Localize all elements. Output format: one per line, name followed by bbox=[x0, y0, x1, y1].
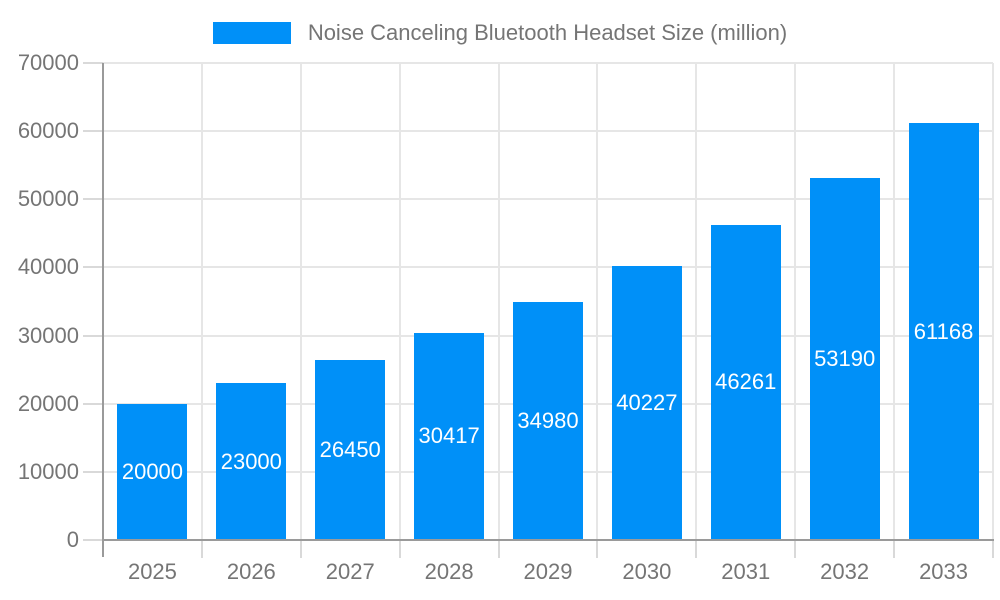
y-axis-tick bbox=[83, 334, 103, 337]
x-axis-line bbox=[102, 539, 994, 541]
y-axis-tick-labels: 0 10000 20000 30000 40000 50000 60000 70000 bbox=[0, 52, 79, 551]
bar-slot: 46261 bbox=[696, 63, 795, 540]
x-axis-tick-label: 2031 bbox=[721, 559, 771, 584]
bar-value-label: 46261 bbox=[715, 369, 777, 395]
bar-value-label: 26450 bbox=[319, 436, 381, 462]
x-axis-tick bbox=[299, 540, 302, 558]
plot-area: 20000 23000 26450 30417 34980 40227 46261 53190… bbox=[83, 62, 994, 558]
bar[interactable]: 23000 bbox=[216, 383, 287, 540]
y-axis-tick-label: 70000 bbox=[17, 50, 79, 75]
bar[interactable]: 30417 bbox=[414, 332, 485, 540]
bar-slot: 26450 bbox=[301, 63, 400, 540]
y-axis-tick-label: 40000 bbox=[17, 254, 79, 280]
gridline-vertical bbox=[794, 63, 797, 540]
y-axis-line bbox=[102, 63, 104, 557]
y-axis-tick-label: 30000 bbox=[17, 322, 79, 348]
y-axis-tick-label: 60000 bbox=[17, 118, 79, 144]
legend-label: Noise Canceling Bluetooth Headset Size (… bbox=[307, 20, 788, 45]
bar-slot: 53190 bbox=[795, 63, 894, 540]
x-axis-tick-label: 2030 bbox=[622, 559, 672, 584]
bar-slot: 20000 bbox=[103, 63, 202, 540]
gridline-vertical bbox=[200, 63, 203, 540]
x-axis-tick bbox=[893, 540, 896, 558]
gridline-vertical bbox=[893, 63, 896, 540]
x-axis-tick bbox=[695, 540, 698, 558]
x-axis-tick-label: 2029 bbox=[523, 559, 573, 584]
bar[interactable]: 53190 bbox=[809, 177, 880, 540]
gridline-horizontal bbox=[103, 62, 993, 64]
bar-value-label: 20000 bbox=[121, 458, 184, 484]
gridline-vertical bbox=[992, 63, 994, 540]
bar-value-label: 40227 bbox=[616, 389, 678, 415]
bar-value-label: 61168 bbox=[913, 318, 974, 344]
bar-slot: 23000 bbox=[202, 63, 301, 540]
bar[interactable]: 61168 bbox=[908, 123, 979, 540]
y-axis-tick bbox=[83, 539, 103, 541]
y-axis-tick bbox=[83, 402, 103, 405]
x-axis-tick-label: 2032 bbox=[820, 559, 870, 584]
gridline-vertical bbox=[695, 63, 698, 540]
x-axis-tick-label: 2027 bbox=[325, 559, 375, 584]
x-axis-tick bbox=[398, 540, 401, 558]
bar-slot: 34980 bbox=[499, 63, 598, 540]
y-axis-tick-label: 0 bbox=[66, 527, 79, 552]
x-axis-tick bbox=[200, 540, 203, 558]
gridline-vertical bbox=[596, 63, 599, 540]
y-axis-tick bbox=[83, 266, 103, 269]
legend[interactable]: Noise Canceling Bluetooth Headset Size (… bbox=[0, 20, 1000, 46]
gridline-vertical bbox=[299, 63, 302, 540]
gridline-vertical bbox=[497, 63, 500, 540]
x-axis-tick-label: 2033 bbox=[919, 559, 969, 584]
x-axis-tick bbox=[992, 540, 994, 558]
bar-value-label: 34980 bbox=[517, 407, 579, 433]
bar-value-label: 23000 bbox=[220, 448, 282, 474]
y-axis-tick bbox=[83, 62, 103, 64]
bar-slot: 40227 bbox=[597, 63, 696, 540]
bar-slot: 30417 bbox=[400, 63, 499, 540]
y-axis-tick-label: 10000 bbox=[17, 458, 79, 484]
bar-slot: 61168 bbox=[894, 63, 993, 540]
y-axis-tick bbox=[83, 130, 103, 133]
x-axis-tick-label: 2025 bbox=[127, 559, 177, 584]
y-axis-tick-label: 50000 bbox=[17, 186, 79, 212]
bar[interactable]: 46261 bbox=[710, 224, 781, 540]
bar-value-label: 53190 bbox=[814, 345, 876, 371]
gridline-horizontal bbox=[103, 130, 993, 133]
y-axis-tick bbox=[83, 198, 103, 201]
x-axis-tick-label: 2026 bbox=[226, 559, 276, 584]
x-axis-tick bbox=[794, 540, 797, 558]
gridline-vertical bbox=[398, 63, 401, 540]
bar[interactable]: 34980 bbox=[512, 301, 583, 540]
x-axis-tick-labels: 2025 2026 2027 2028 2029 2030 2031 2032 2033 bbox=[103, 561, 993, 591]
bar[interactable]: 20000 bbox=[117, 403, 188, 540]
bar[interactable]: 40227 bbox=[611, 265, 682, 540]
y-axis-tick-label: 20000 bbox=[17, 390, 79, 416]
x-axis-tick-label: 2028 bbox=[424, 559, 474, 584]
gridline-horizontal bbox=[103, 266, 993, 269]
x-axis-tick bbox=[497, 540, 500, 558]
x-axis-tick bbox=[596, 540, 599, 558]
bar-value-label: 30417 bbox=[418, 423, 480, 449]
gridline-horizontal bbox=[103, 198, 993, 201]
legend-swatch-icon bbox=[212, 22, 291, 44]
y-axis-tick bbox=[83, 470, 103, 473]
bar[interactable]: 26450 bbox=[315, 359, 386, 540]
